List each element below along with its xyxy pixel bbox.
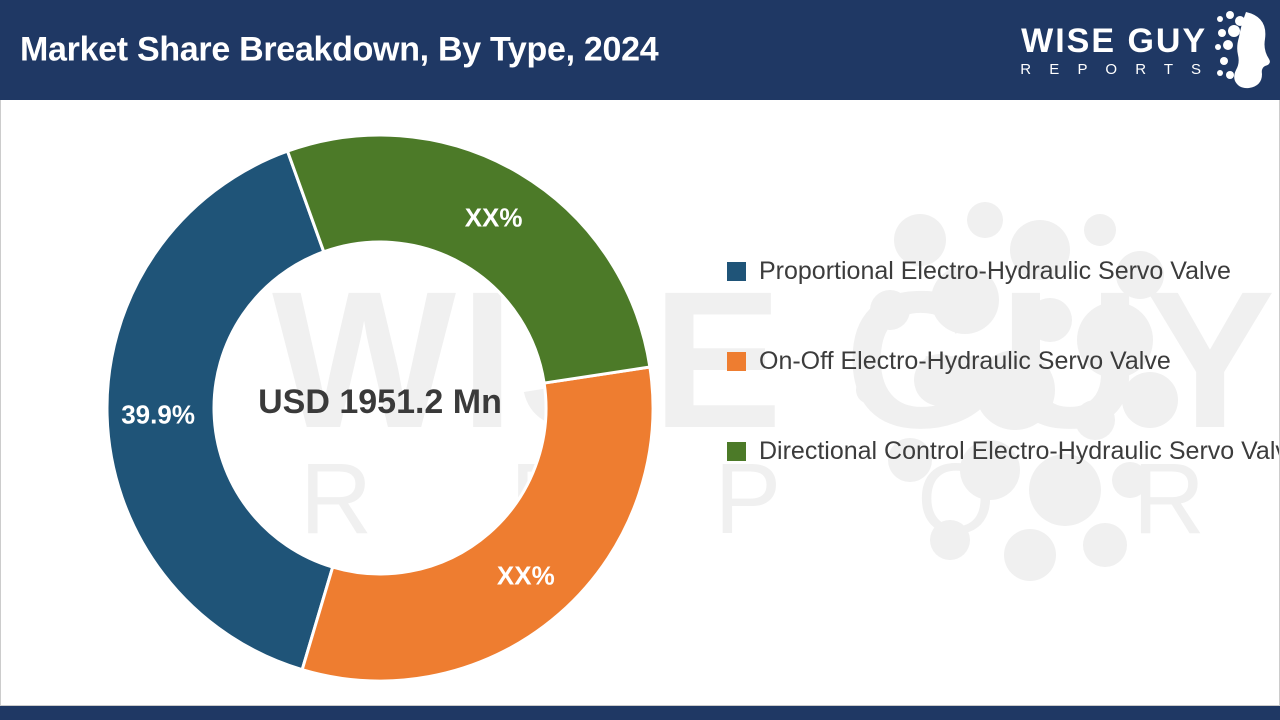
segment-percent-label: XX% bbox=[497, 560, 555, 590]
legend-swatch-orange bbox=[727, 351, 746, 371]
wiseguy-logo: WISE GUY R E P O R T S bbox=[1020, 8, 1274, 92]
logo-text: WISE GUY R E P O R T S bbox=[1020, 24, 1208, 77]
legend-label: On-Off Electro-Hydraulic Servo Valve bbox=[759, 346, 1171, 375]
legend-label: Proportional Electro-Hydraulic Servo Val… bbox=[759, 256, 1231, 285]
page-title: Market Share Breakdown, By Type, 2024 bbox=[20, 30, 659, 69]
segment-percent-label: XX% bbox=[465, 202, 523, 232]
header-bar: Market Share Breakdown, By Type, 2024 WI… bbox=[0, 0, 1280, 100]
donut-segment bbox=[300, 365, 655, 683]
watermark-face-icon bbox=[856, 202, 1178, 581]
legend-swatch-green bbox=[727, 441, 746, 461]
donut-segment bbox=[105, 149, 335, 672]
legend-item-proportional: Proportional Electro-Hydraulic Servo Val… bbox=[727, 252, 1231, 290]
footer-bar bbox=[0, 705, 1280, 720]
legend-label: Directional Control Electro-Hydraulic Se… bbox=[759, 436, 1280, 465]
legend-swatch-blue bbox=[727, 261, 746, 281]
legend-item-directional: Directional Control Electro-Hydraulic Se… bbox=[727, 432, 1280, 470]
logo-subtitle: R E P O R T S bbox=[1020, 60, 1208, 78]
logo-face-icon bbox=[1215, 11, 1270, 89]
legend-item-on-off: On-Off Electro-Hydraulic Servo Valve bbox=[727, 342, 1171, 380]
logo-wordmark: WISE GUY bbox=[1021, 21, 1208, 60]
chart-center-value: USD 1951.2 Mn bbox=[258, 383, 502, 421]
segment-percent-label: 39.9% bbox=[121, 399, 195, 429]
donut-segment bbox=[286, 133, 652, 385]
